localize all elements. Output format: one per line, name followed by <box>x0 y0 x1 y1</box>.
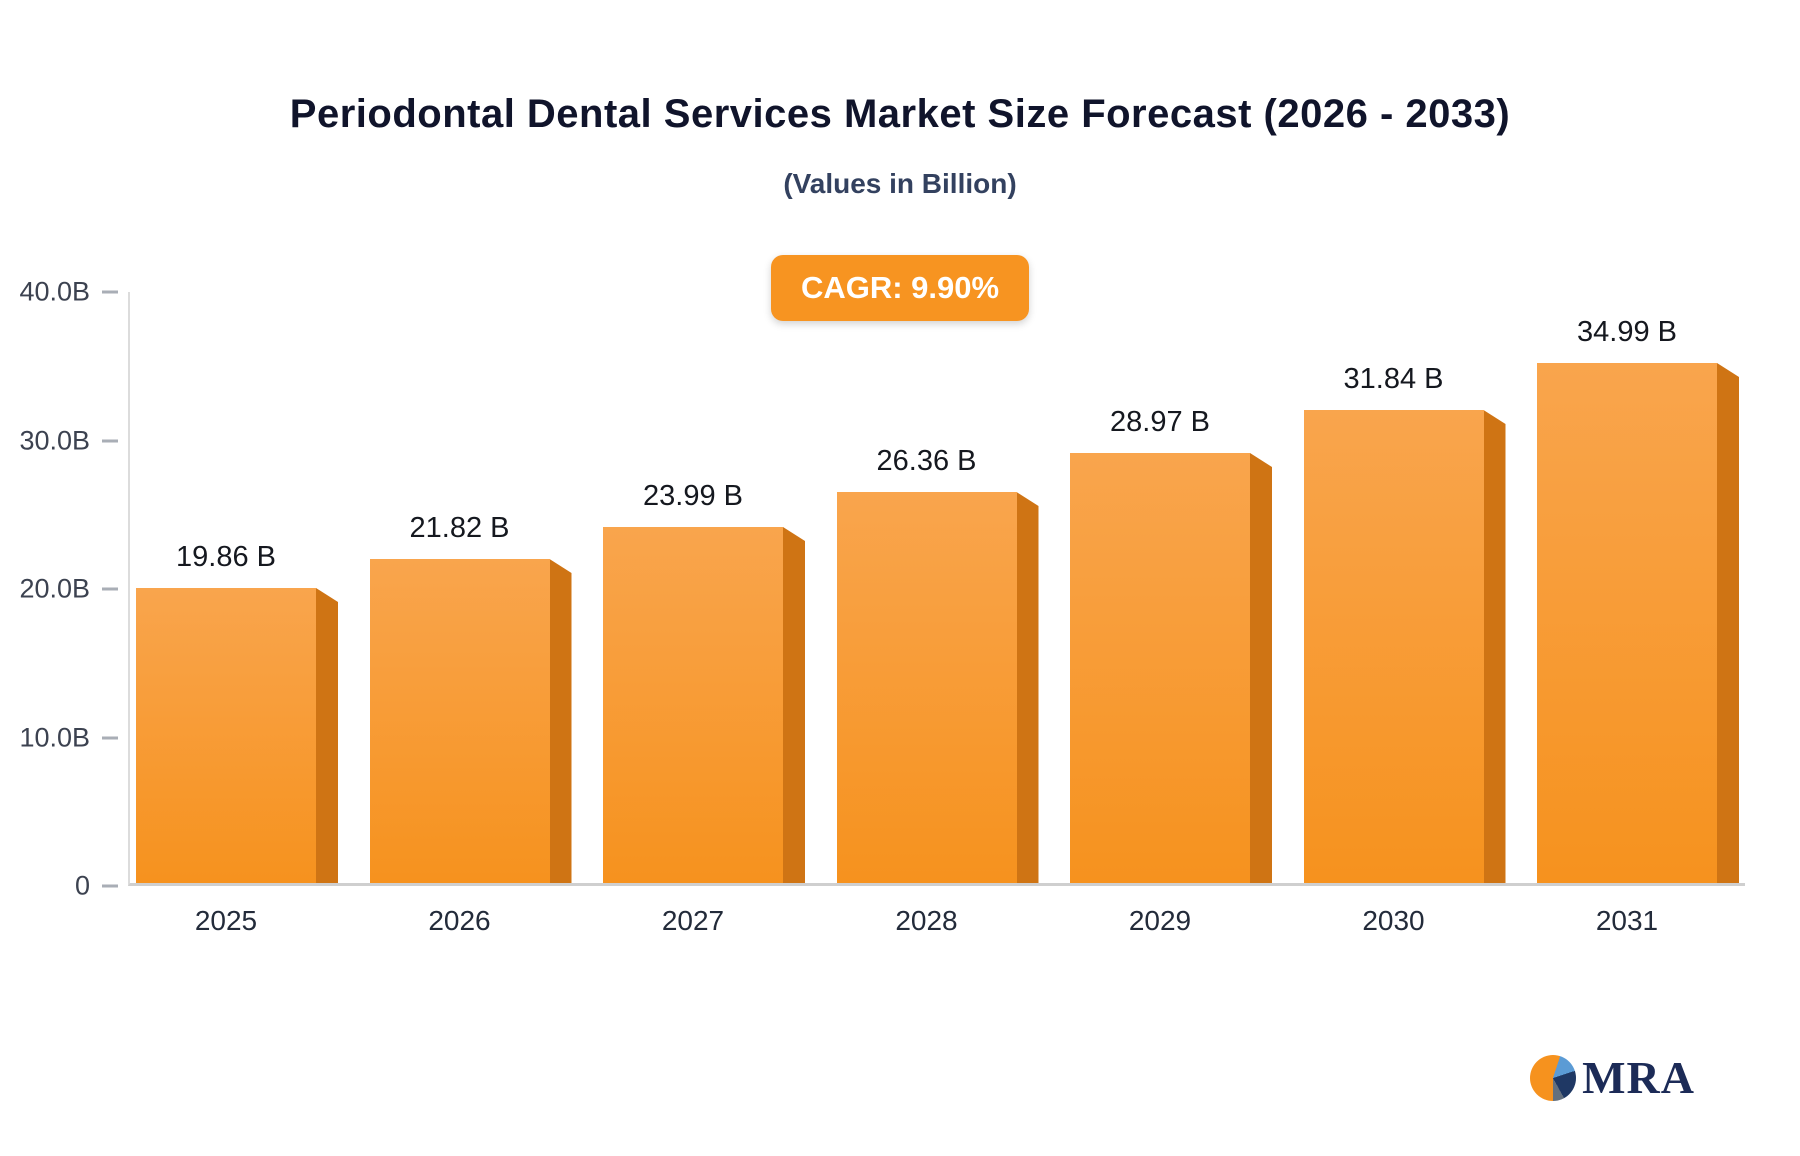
bar-2030: 31.84 B 2030 <box>1303 363 1506 936</box>
bar-face <box>369 559 550 883</box>
y-tick: 20.0B <box>19 574 118 605</box>
bar-2025: 19.86 B 2025 <box>136 541 338 936</box>
y-tick-label: 10.0B <box>19 722 90 752</box>
y-tick-label: 40.0B <box>19 276 90 307</box>
mra-logo: MRA <box>1530 1051 1695 1104</box>
y-tick-label: 30.0B <box>19 425 90 455</box>
logo-text: MRA <box>1582 1052 1695 1103</box>
x-axis-label: 2028 <box>895 905 958 936</box>
bar-side-3d <box>1016 492 1039 883</box>
bar-2027: 23.99 B 2027 <box>603 480 805 936</box>
cagr-badge: CAGR: 9.90% <box>770 255 1030 321</box>
bar-2029: 28.97 B 2029 <box>1070 406 1272 936</box>
y-tick-mark <box>102 290 118 294</box>
pie-chart-icon <box>1530 1054 1577 1101</box>
y-tick-label: 0 <box>74 870 90 901</box>
x-axis-label: 2027 <box>661 905 725 936</box>
y-tick: 0 <box>75 871 118 902</box>
x-axis-label: 2031 <box>1595 905 1659 936</box>
y-tick-label: 20.0B <box>19 573 90 604</box>
bar-2031: 34.99 B 2031 <box>1537 316 1739 936</box>
bar-value-label: 21.82 B <box>409 512 510 544</box>
bar-value-label: 23.99 B <box>643 480 743 512</box>
y-axis-ticks: 0 10.0B 20.0B 30.0B 40.0B <box>0 277 118 901</box>
bar-2026: 21.82 B 2026 <box>369 512 572 936</box>
bar-side-3d <box>783 527 805 883</box>
chart-title: Periodontal Dental Services Market Size … <box>289 92 1511 136</box>
bar-group: 23.99 B 2027 <box>603 292 805 936</box>
bar-face <box>1070 453 1250 883</box>
bar-side-3d <box>1717 363 1739 883</box>
bar-side-3d <box>316 588 338 883</box>
bar-face <box>1537 363 1717 883</box>
bar-group: 31.84 B 2030 <box>1303 292 1506 936</box>
bar-side-3d <box>1250 453 1272 883</box>
bar-2028: 26.36 B 2028 <box>836 445 1039 936</box>
y-tick: 10.0B <box>19 722 118 753</box>
bar-face <box>836 492 1017 883</box>
bar-side-3d <box>549 559 572 883</box>
bar-group: 19.86 B 2025 <box>136 292 338 936</box>
cagr-badge-row: CAGR: 9.90% <box>0 255 1800 321</box>
y-tick-mark <box>102 884 118 888</box>
y-tick: 40.0B <box>19 277 118 308</box>
chart-subtitle: (Values in Billion) <box>783 168 1017 199</box>
bar-side-3d <box>1483 410 1506 883</box>
bar-face <box>1303 410 1484 883</box>
bar-value-label: 26.36 B <box>876 445 977 477</box>
y-tick-mark <box>102 439 118 442</box>
bar-value-label: 31.84 B <box>1343 363 1444 395</box>
bar-face <box>136 588 316 883</box>
bar-group: 28.97 B 2029 <box>1070 292 1272 936</box>
y-tick: 30.0B <box>19 425 118 456</box>
y-tick-mark <box>102 736 118 739</box>
bar-face <box>603 527 783 883</box>
bar-value-label: 19.86 B <box>176 541 276 573</box>
bar-group: 26.36 B 2028 <box>836 292 1039 936</box>
bar-value-label: 28.97 B <box>1110 406 1210 438</box>
x-axis-label: 2030 <box>1362 905 1425 936</box>
plot-area: 19.86 B 2025 21.82 B 2026 23.99 B 2027 26.36 B… <box>128 292 1745 936</box>
bar-value-label: 34.99 B <box>1577 316 1677 348</box>
x-axis-label: 2026 <box>428 905 491 936</box>
bar-group: 21.82 B 2026 <box>369 292 572 936</box>
y-tick-mark <box>102 587 118 591</box>
bar-group: 34.99 B 2031 <box>1537 292 1739 936</box>
x-axis-label: 2029 <box>1128 905 1192 936</box>
x-axis-label: 2025 <box>194 905 258 936</box>
